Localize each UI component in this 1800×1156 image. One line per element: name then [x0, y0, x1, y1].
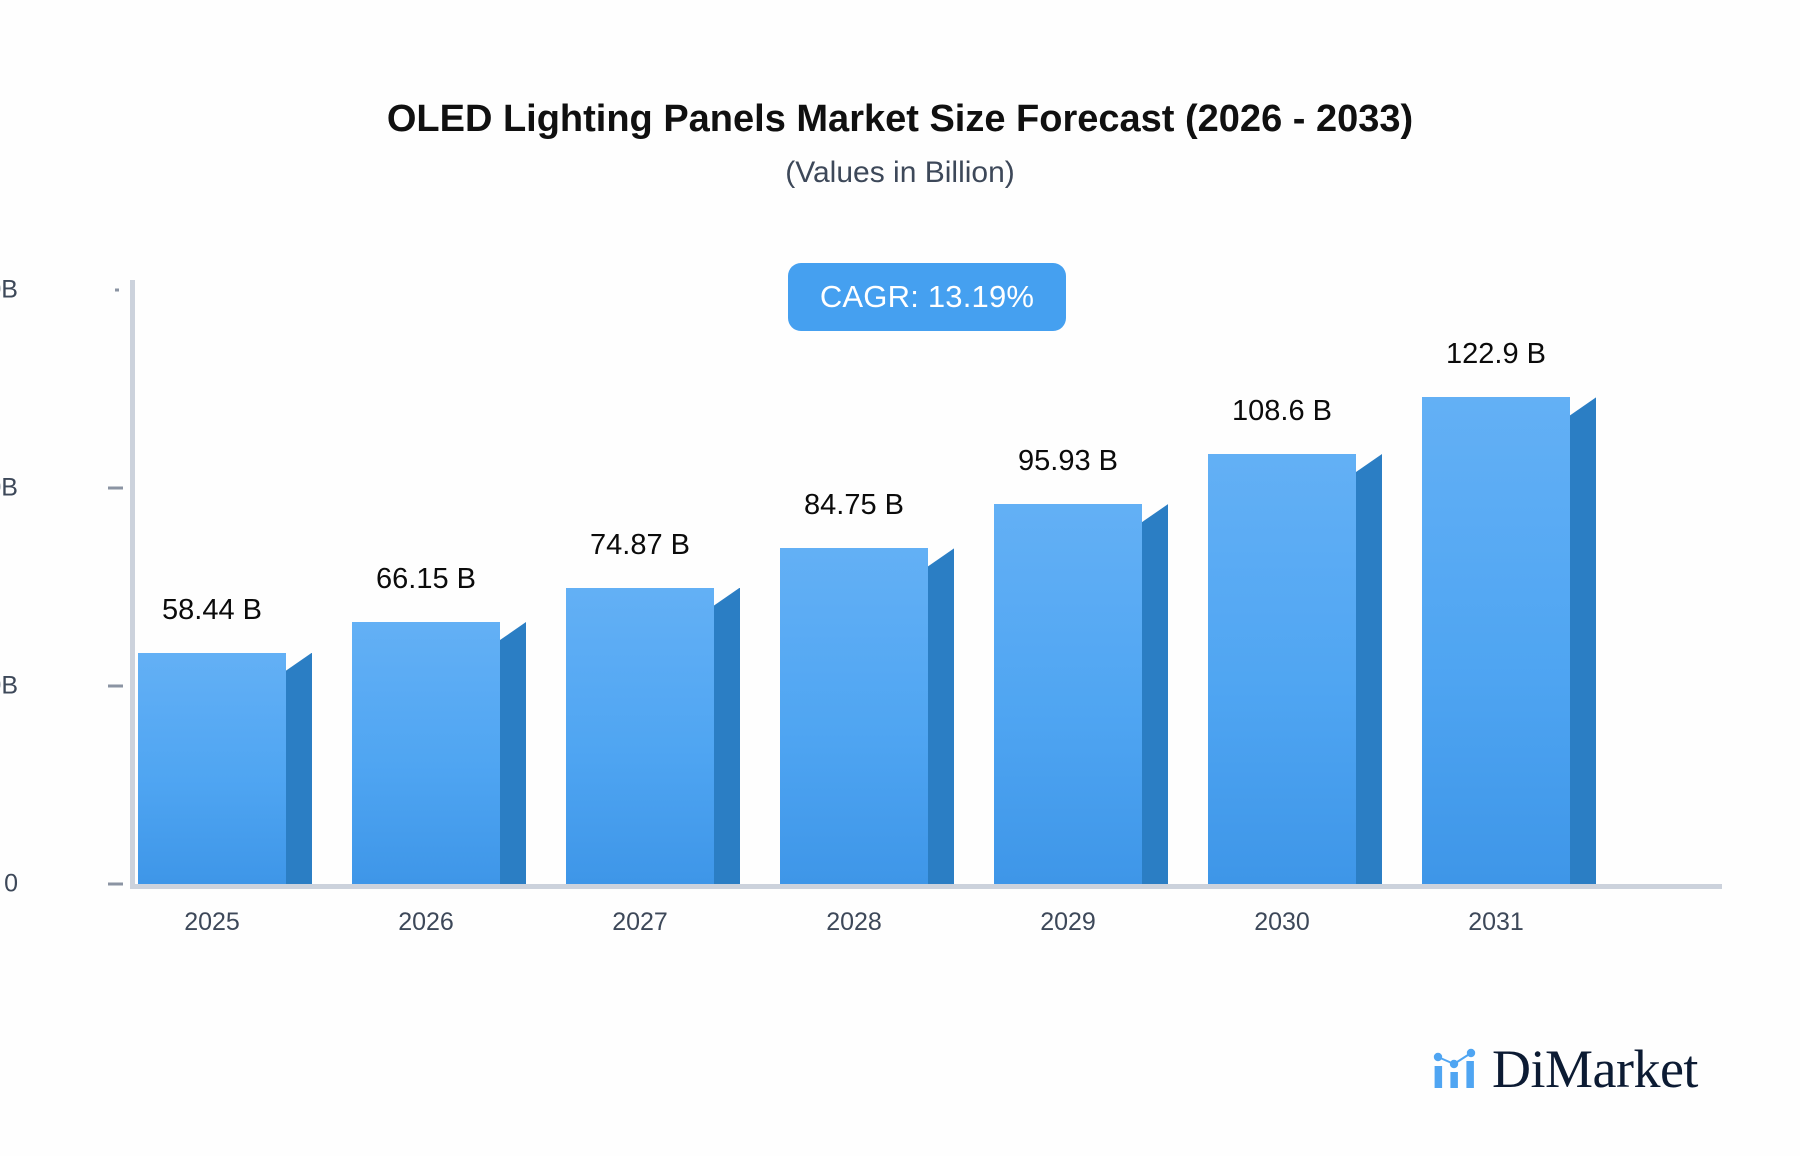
chart-subtitle: (Values in Billion) [785, 156, 1015, 189]
bar-2030[interactable]: 108.6 B [1208, 395, 1382, 884]
bar-value-label: 122.9 B [1446, 338, 1546, 371]
y-axis-tick-label: 100.0B [0, 473, 18, 502]
bar-side-shadow [1142, 504, 1168, 884]
bars-layer: 58.44 B 66.15 B 74.87 B 84.75 B 95.93 B 108.6… [130, 280, 1730, 888]
y-axis-tick-mark [108, 684, 123, 688]
y-axis-tick-mark [108, 882, 123, 886]
x-axis-tick-label: 2025 [184, 908, 240, 936]
bar-2029[interactable]: 95.93 B [994, 445, 1168, 884]
bar-side-shadow [286, 652, 312, 884]
x-axis-tick-label: 2029 [1040, 908, 1096, 936]
y-axis-tick-mark [115, 288, 119, 292]
bar-2026[interactable]: 66.15 B [352, 563, 526, 884]
y-axis-tick-mark [108, 486, 123, 490]
bar-side-shadow [1356, 453, 1382, 884]
bar-value-label: 74.87 B [590, 528, 690, 561]
bar-side-shadow [500, 622, 526, 884]
bar-face [138, 652, 286, 884]
bar-face [1422, 397, 1570, 884]
bar-chart-icon [1432, 1046, 1478, 1092]
bar-face [994, 504, 1142, 884]
bar-value-label: 66.15 B [376, 563, 476, 596]
title-block: OLED Lighting Panels Market Size Forecas… [0, 95, 1800, 195]
bar-value-label: 84.75 B [804, 489, 904, 522]
bar-side-shadow [1570, 397, 1596, 884]
cagr-badge: CAGR: 13.19% [788, 263, 1066, 331]
x-axis-tick-label: 2030 [1254, 908, 1310, 936]
bar-2031[interactable]: 122.9 B [1422, 338, 1596, 884]
x-axis-tick-label: 2026 [398, 908, 454, 936]
y-axis-tick-label: 50.0B [0, 671, 18, 700]
bar-side-shadow [714, 587, 740, 884]
plot-area: 0 50.0B 100.0B 150.0B 58.44 B 66.15 B 74.87 B… [0, 276, 1730, 936]
y-axis-tick-label: 0 [4, 869, 18, 898]
bar-face [566, 587, 714, 884]
bar-2025[interactable]: 58.44 B [138, 594, 312, 884]
bar-face [1208, 453, 1356, 884]
bar-face [352, 622, 500, 884]
dimarket-logo: DiMarket [1432, 1042, 1698, 1096]
bar-value-label: 58.44 B [162, 593, 262, 626]
chart-title: OLED Lighting Panels Market Size Forecas… [386, 98, 1414, 140]
bar-value-label: 108.6 B [1232, 394, 1332, 427]
bar-face [780, 548, 928, 884]
y-axis-tick-label: 150.0B [0, 275, 18, 304]
bar-value-label: 95.93 B [1018, 445, 1118, 478]
bar-side-shadow [928, 548, 954, 884]
y-axis-line [130, 280, 135, 888]
x-axis-tick-label: 2027 [612, 908, 668, 936]
x-axis-line [130, 884, 1722, 889]
x-axis-tick-label: 2028 [826, 908, 882, 936]
bar-2028[interactable]: 84.75 B [780, 489, 954, 884]
x-axis-tick-label: 2031 [1468, 908, 1524, 936]
logo-wordmark: DiMarket [1492, 1039, 1698, 1099]
bar-2027[interactable]: 74.87 B [566, 529, 740, 884]
